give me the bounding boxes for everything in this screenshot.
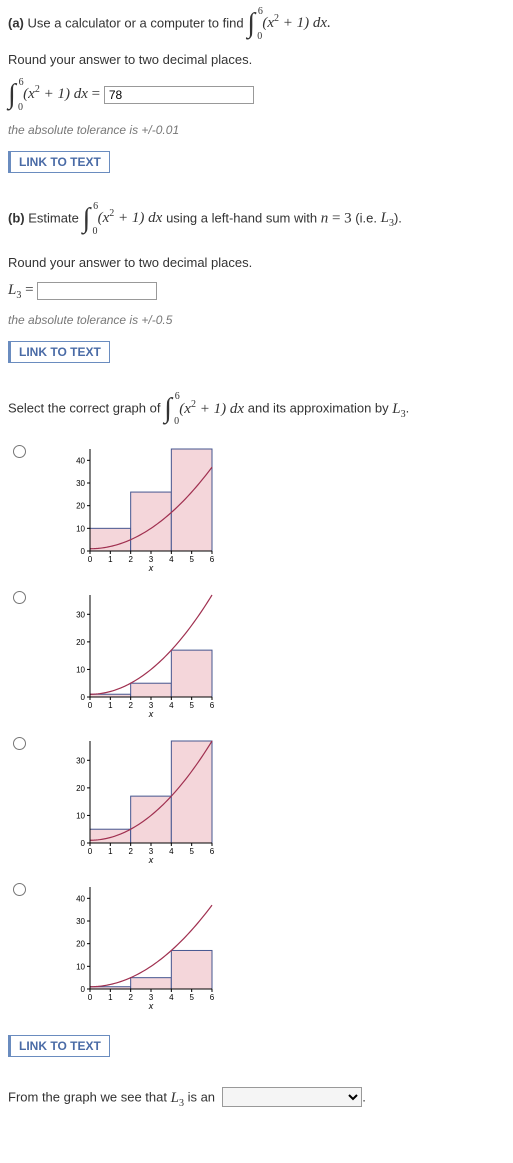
svg-text:5: 5 bbox=[189, 555, 194, 564]
svg-text:1: 1 bbox=[108, 555, 113, 564]
svg-text:30: 30 bbox=[76, 757, 85, 766]
svg-text:6: 6 bbox=[210, 555, 215, 564]
part-a: (a) Use a calculator or a computer to fi… bbox=[8, 8, 505, 40]
graph-option-2: 01020300123456x bbox=[68, 589, 218, 719]
svg-text:10: 10 bbox=[76, 812, 85, 821]
svg-text:x: x bbox=[148, 1001, 154, 1011]
graph-option-1-radio[interactable] bbox=[13, 445, 26, 458]
svg-text:20: 20 bbox=[76, 784, 85, 793]
part-a-prompt: Use a calculator or a computer to find bbox=[28, 15, 244, 30]
svg-text:6: 6 bbox=[210, 993, 215, 1002]
integral-g: ∫60 (x2 + 1) dx bbox=[164, 401, 248, 417]
svg-text:5: 5 bbox=[189, 993, 194, 1002]
estimate-type-select[interactable] bbox=[222, 1087, 362, 1107]
svg-text:2: 2 bbox=[128, 993, 133, 1002]
svg-text:30: 30 bbox=[76, 479, 85, 488]
svg-text:10: 10 bbox=[76, 666, 85, 675]
svg-text:2: 2 bbox=[128, 847, 133, 856]
svg-text:6: 6 bbox=[210, 701, 215, 710]
svg-text:4: 4 bbox=[169, 701, 174, 710]
answer-b-input[interactable] bbox=[37, 282, 157, 300]
graph-option-3: 01020300123456x bbox=[68, 735, 218, 865]
answer-a-input[interactable] bbox=[104, 86, 254, 104]
tolerance-b: the absolute tolerance is +/-0.5 bbox=[8, 313, 505, 327]
graph-option-4: 0102030400123456x bbox=[68, 881, 218, 1011]
svg-text:40: 40 bbox=[76, 457, 85, 466]
graph-prompt: Select the correct graph of ∫60 (x2 + 1)… bbox=[8, 393, 505, 425]
svg-text:6: 6 bbox=[210, 847, 215, 856]
svg-text:1: 1 bbox=[108, 993, 113, 1002]
svg-text:0: 0 bbox=[88, 993, 93, 1002]
svg-text:20: 20 bbox=[76, 940, 85, 949]
integral-b: ∫60 (x2 + 1) dx bbox=[82, 210, 166, 226]
svg-text:10: 10 bbox=[76, 525, 85, 534]
part-b-post1: using a left-hand sum with bbox=[166, 210, 321, 225]
integral-a: ∫60 (x2 + 1) dx. bbox=[247, 15, 331, 31]
svg-text:5: 5 bbox=[189, 701, 194, 710]
svg-text:1: 1 bbox=[108, 701, 113, 710]
graph-option-2-radio[interactable] bbox=[13, 591, 26, 604]
svg-text:40: 40 bbox=[76, 895, 85, 904]
svg-text:30: 30 bbox=[76, 611, 85, 620]
svg-text:0: 0 bbox=[81, 693, 86, 702]
svg-text:x: x bbox=[148, 709, 154, 719]
svg-text:0: 0 bbox=[88, 701, 93, 710]
svg-text:4: 4 bbox=[169, 847, 174, 856]
svg-text:5: 5 bbox=[189, 847, 194, 856]
n-eq: n = 3 bbox=[321, 210, 352, 226]
part-b: (b) Estimate ∫60 (x2 + 1) dx using a lef… bbox=[8, 203, 505, 235]
part-a-label: (a) bbox=[8, 15, 24, 30]
svg-text:4: 4 bbox=[169, 993, 174, 1002]
link-to-text-1[interactable]: LINK TO TEXT bbox=[8, 151, 110, 173]
svg-text:2: 2 bbox=[128, 555, 133, 564]
svg-text:0: 0 bbox=[88, 555, 93, 564]
graph-option-4-radio[interactable] bbox=[13, 883, 26, 896]
part-b-label: (b) bbox=[8, 210, 25, 225]
graph-option-3-radio[interactable] bbox=[13, 737, 26, 750]
svg-text:0: 0 bbox=[81, 839, 86, 848]
round-a: Round your answer to two decimal places. bbox=[8, 52, 505, 67]
svg-text:10: 10 bbox=[76, 963, 85, 972]
part-b-post3: (i.e. bbox=[352, 210, 381, 225]
svg-text:0: 0 bbox=[88, 847, 93, 856]
final-line: From the graph we see that L3 is an . bbox=[8, 1087, 505, 1109]
svg-text:1: 1 bbox=[108, 847, 113, 856]
eq-a: ∫60 (x2 + 1) dx = bbox=[8, 79, 505, 111]
svg-text:x: x bbox=[148, 563, 154, 573]
graph-options: 0102030400123456x01020300123456x01020300… bbox=[8, 437, 505, 1021]
svg-text:20: 20 bbox=[76, 502, 85, 511]
svg-text:20: 20 bbox=[76, 638, 85, 647]
svg-text:2: 2 bbox=[128, 701, 133, 710]
eq-b: L3 = bbox=[8, 282, 505, 301]
tolerance-a: the absolute tolerance is +/-0.01 bbox=[8, 123, 505, 137]
round-b: Round your answer to two decimal places. bbox=[8, 255, 505, 270]
link-to-text-2[interactable]: LINK TO TEXT bbox=[8, 341, 110, 363]
link-to-text-3[interactable]: LINK TO TEXT bbox=[8, 1035, 110, 1057]
svg-text:0: 0 bbox=[81, 547, 86, 556]
svg-text:x: x bbox=[148, 855, 154, 865]
svg-text:0: 0 bbox=[81, 985, 86, 994]
part-b-prompt-pre: Estimate bbox=[28, 210, 79, 225]
svg-text:4: 4 bbox=[169, 555, 174, 564]
svg-text:30: 30 bbox=[76, 917, 85, 926]
graph-option-1: 0102030400123456x bbox=[68, 443, 218, 573]
